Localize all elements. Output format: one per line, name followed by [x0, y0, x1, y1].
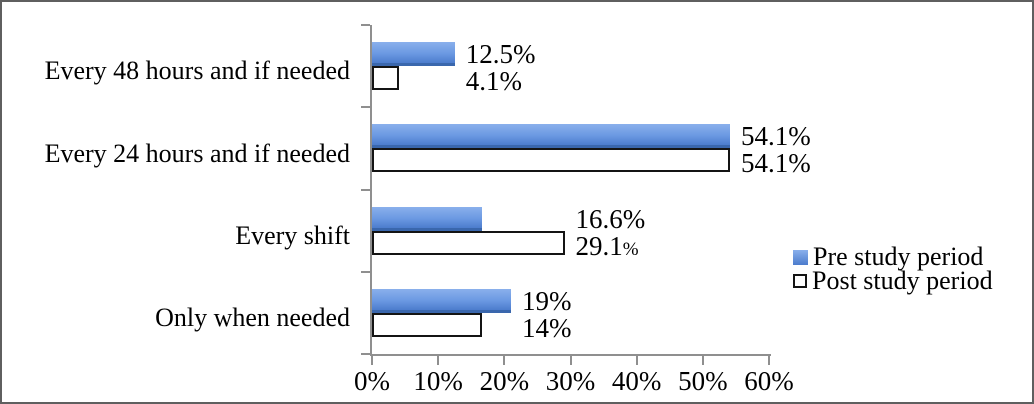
x-axis-tick — [371, 356, 373, 365]
post-bar — [372, 66, 400, 91]
post-bar-label: 54.1% — [740, 148, 811, 179]
pre-bar — [372, 42, 455, 67]
x-axis-tick-label: 60% — [744, 366, 794, 396]
y-axis-tick — [361, 270, 370, 273]
pre-bar-label: 54.1% — [740, 121, 811, 152]
x-axis-tick — [437, 356, 440, 365]
legend: Pre study period Post study period — [793, 242, 993, 295]
y-axis — [370, 25, 372, 356]
category-label: Every shift — [235, 220, 350, 250]
post-bar — [372, 230, 565, 255]
category-label: Every 24 hours and if needed — [44, 138, 350, 168]
pre-bar — [372, 206, 482, 231]
legend-item-pre: Pre study period — [793, 242, 993, 271]
post-bar — [372, 148, 730, 173]
pre-bar — [372, 124, 730, 149]
category-label: Only when needed — [155, 303, 350, 333]
y-axis-tick — [361, 106, 370, 109]
x-axis-tick — [701, 356, 704, 365]
legend-label-post: Post study period — [812, 266, 993, 295]
x-axis-tick-label: 20% — [479, 366, 530, 396]
pre-bar-label: 12.5% — [465, 39, 536, 70]
y-axis-tick — [361, 188, 370, 191]
x-axis-tick-label: 30% — [545, 366, 596, 396]
x-axis-tick-label: 40% — [611, 366, 662, 396]
pre-series-swatch-icon — [793, 249, 808, 265]
category-label: Every 48 hours and if needed — [44, 56, 350, 86]
pre-bar — [372, 288, 511, 313]
x-axis-tick-label: 10% — [413, 366, 463, 396]
x-axis-tick-label: 0% — [354, 366, 390, 396]
pre-bar-label: 19% — [521, 285, 572, 316]
y-axis-tick — [361, 353, 370, 355]
legend-item-post: Post study period — [793, 266, 993, 295]
x-axis-tick — [635, 356, 638, 365]
y-axis-tick — [361, 24, 370, 26]
legend-label-pre: Pre study period — [813, 242, 984, 271]
x-axis-tick — [503, 356, 506, 365]
x-axis-tick-label: 50% — [678, 366, 728, 396]
post-bar-label: 14% — [521, 312, 572, 343]
post-bar-label: 29.1% — [575, 230, 639, 261]
post-bar-label: 4.1% — [465, 66, 522, 97]
post-bar — [372, 312, 482, 337]
x-axis-tick — [768, 356, 770, 365]
pre-bar-label: 16.6% — [575, 203, 646, 234]
x-axis — [372, 354, 771, 356]
x-axis-tick — [569, 356, 572, 365]
post-series-swatch-icon — [793, 274, 807, 288]
percent-suffix: % — [622, 238, 639, 260]
